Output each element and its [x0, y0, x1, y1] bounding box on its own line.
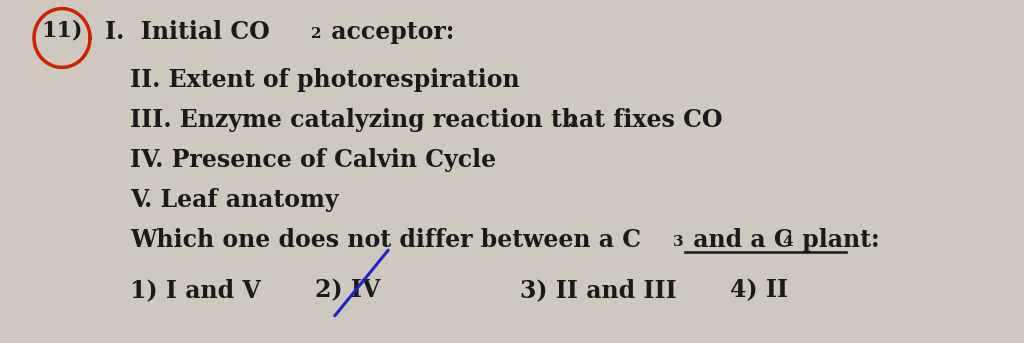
- Text: 4) II: 4) II: [730, 278, 788, 302]
- Text: acceptor:: acceptor:: [323, 20, 455, 44]
- Text: and a C: and a C: [685, 228, 793, 252]
- Text: 4: 4: [782, 235, 793, 249]
- Text: I.  Initial CO: I. Initial CO: [105, 20, 269, 44]
- Text: 1) I and V: 1) I and V: [130, 278, 261, 302]
- Text: 3: 3: [673, 235, 684, 249]
- Text: V. Leaf anatomy: V. Leaf anatomy: [130, 188, 339, 212]
- Text: IV. Presence of Calvin Cycle: IV. Presence of Calvin Cycle: [130, 148, 496, 172]
- Text: 2: 2: [568, 115, 579, 129]
- Text: 3) II and III: 3) II and III: [520, 278, 677, 302]
- Text: II. Extent of photorespiration: II. Extent of photorespiration: [130, 68, 519, 92]
- Text: Which one does not differ between a C: Which one does not differ between a C: [130, 228, 641, 252]
- Text: 2: 2: [311, 27, 322, 41]
- Text: 2) IV: 2) IV: [315, 278, 380, 302]
- Text: 11): 11): [41, 20, 83, 42]
- Text: plant:: plant:: [794, 228, 880, 252]
- Text: III. Enzyme catalyzing reaction that fixes CO: III. Enzyme catalyzing reaction that fix…: [130, 108, 723, 132]
